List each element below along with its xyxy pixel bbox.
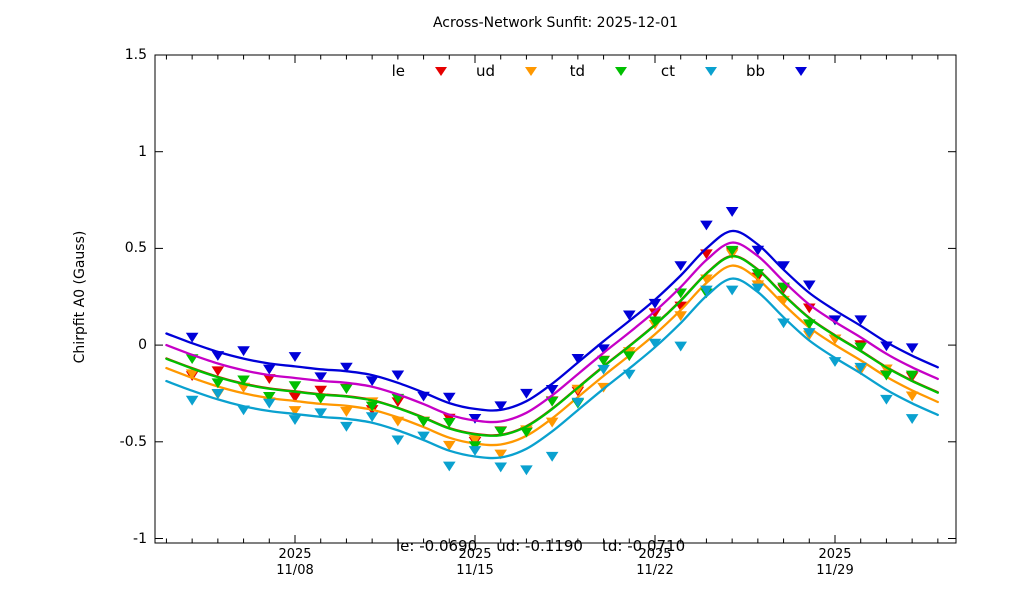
triangle-down-icon [795, 66, 807, 76]
triangle-down-icon [525, 66, 537, 76]
curve-bb [165, 229, 939, 412]
y-tick-label--1: -1 [133, 530, 147, 547]
chart-title: Across-Network Sunfit: 2025-12-01 [432, 15, 679, 31]
axis-ticks [155, 54, 956, 543]
triangle-down-icon [615, 66, 627, 76]
x-tick-label-11/15: 2025 11/15 [456, 547, 494, 578]
triangle-down-icon [435, 66, 447, 76]
y-tick-label-0: 0 [138, 337, 147, 354]
legend-label-ct: ct [660, 62, 675, 80]
y-tick-label--0.5: -0.5 [119, 433, 147, 450]
legend-entry-ct: ct [653, 63, 717, 79]
curve-td [165, 255, 939, 437]
fit-offsets-line1: le: -0.0690 ud: -0.1190 td: -0.0710 [396, 537, 686, 555]
x-tick-label-11/08: 2025 11/08 [276, 547, 314, 578]
legend-label-bb: bb [745, 62, 765, 80]
legend: le ud td ct bb [383, 62, 807, 80]
y-tick-label-1: 1 [138, 143, 147, 160]
markers-ct [185, 283, 919, 476]
triangle-down-icon [705, 66, 717, 76]
fit-offsets-annotation: le: -0.0690 ud: -0.1190 td: -0.0710 ct: … [396, 481, 688, 600]
legend-label-td: td [569, 62, 585, 80]
legend-entry-le: le [383, 63, 447, 79]
legend-entry-td: td [563, 63, 627, 79]
x-tick-label-11/22: 2025 11/22 [636, 547, 674, 578]
legend-label-le: le [391, 62, 405, 80]
legend-entry-bb: bb [743, 63, 807, 79]
y-tick-label-1.5: 1.5 [124, 47, 147, 63]
y-axis-label: Chirpfit A0 (Gauss) [72, 230, 88, 364]
curve-ml [165, 241, 939, 424]
curve-ct [165, 277, 939, 460]
legend-label-ud: ud [475, 62, 495, 80]
plot-border [154, 54, 957, 544]
x-tick-label-11/29: 2025 11/29 [816, 547, 854, 578]
legend-entry-ud: ud [473, 63, 537, 79]
markers-bb [185, 207, 919, 424]
y-tick-label-0.5: 0.5 [124, 240, 147, 257]
